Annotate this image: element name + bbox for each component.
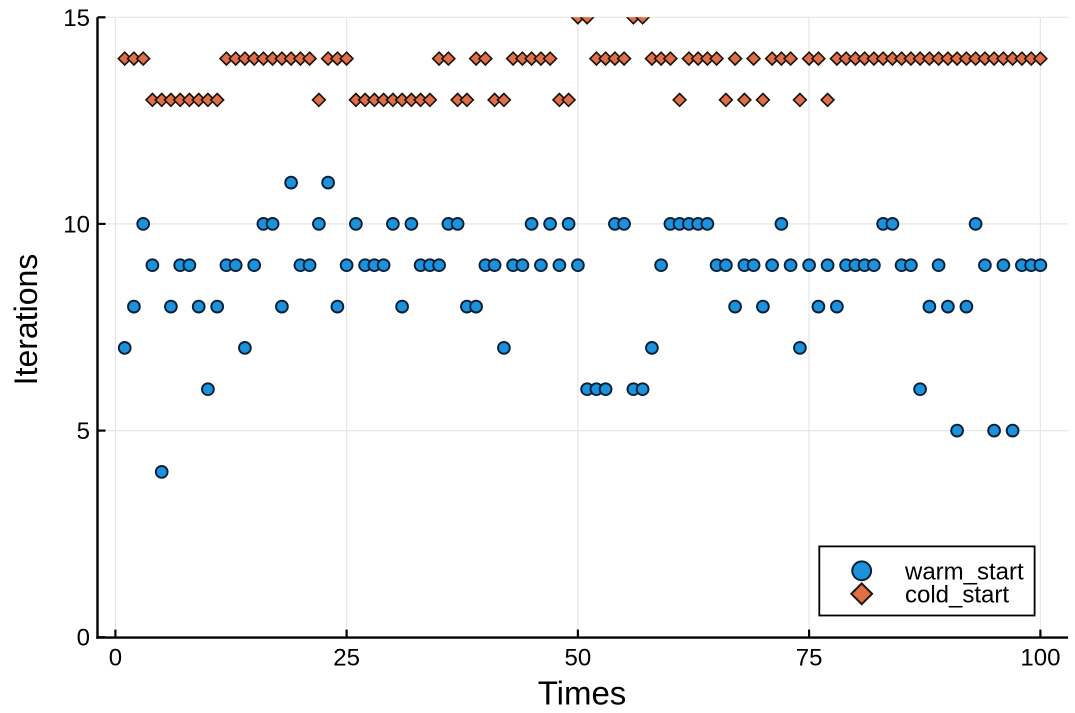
svg-text:75: 75 [796, 645, 823, 672]
svg-text:50: 50 [565, 645, 592, 672]
svg-text:cold_start: cold_start [905, 582, 1009, 609]
svg-text:100: 100 [1020, 645, 1060, 672]
svg-text:5: 5 [77, 418, 90, 445]
svg-text:0: 0 [77, 625, 90, 652]
svg-text:0: 0 [109, 645, 122, 672]
svg-text:warm_start: warm_start [904, 559, 1024, 586]
svg-text:15: 15 [63, 5, 90, 32]
svg-text:10: 10 [63, 211, 90, 238]
svg-text:Iterations: Iterations [8, 254, 44, 386]
svg-text:Times: Times [538, 675, 627, 709]
svg-text:25: 25 [333, 645, 360, 672]
